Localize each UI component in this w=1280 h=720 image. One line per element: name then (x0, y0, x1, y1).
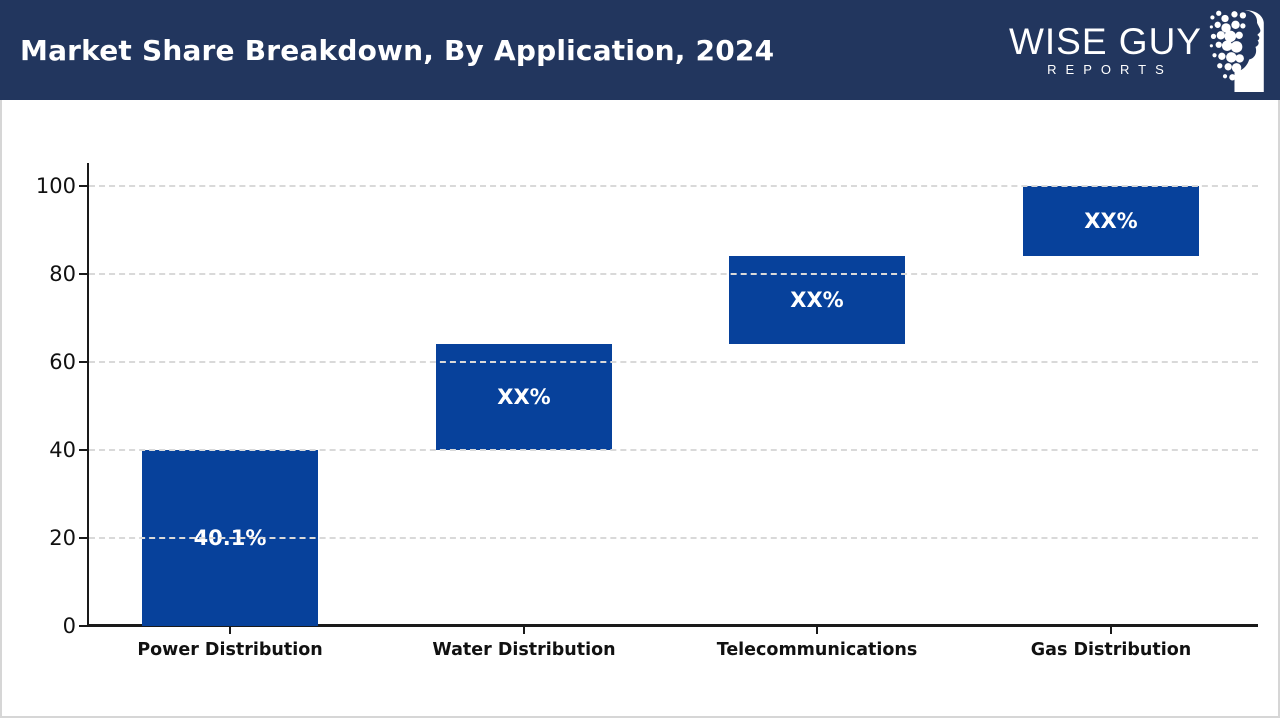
x-tick-mark-4 (1110, 627, 1112, 634)
x-tick-mark-3 (816, 627, 818, 634)
y-tick-mark-100 (79, 185, 88, 187)
y-tick-mark-60 (79, 361, 88, 363)
x-tick-label-2: Water Distribution (432, 640, 616, 660)
x-tick-label-1: Power Distribution (137, 640, 323, 660)
bar-value-label: XX% (1084, 209, 1138, 234)
y-tick-mark-20 (79, 537, 88, 539)
bar-value-label: XX% (497, 384, 551, 409)
x-tick-label-3: Telecommunications (716, 640, 918, 660)
wise-guy-reports-logo: WISE GUY REPORTS (1009, 6, 1266, 94)
gridline-100 (89, 185, 1258, 187)
header-bar: Market Share Breakdown, By Application, … (0, 0, 1280, 100)
bar-gas-distribution: XX% (1023, 186, 1199, 257)
x-tick-mark-1 (229, 627, 231, 634)
gridline-40 (89, 449, 1258, 451)
gridline-80 (89, 273, 1258, 275)
x-axis-line (87, 624, 1258, 627)
y-tick-label-40: 40 (49, 438, 76, 462)
gridline-20 (89, 537, 1258, 539)
x-tick-mark-2 (523, 627, 525, 634)
bar-value-label: XX% (790, 288, 844, 313)
bar-telecommunications: XX% (729, 256, 905, 345)
gridline-60 (89, 361, 1258, 363)
y-axis-line (87, 163, 89, 627)
logo-reports-text: REPORTS (1047, 62, 1173, 78)
y-tick-label-20: 20 (49, 526, 76, 550)
y-tick-mark-40 (79, 449, 88, 451)
chart-title: Market Share Breakdown, By Application, … (20, 33, 775, 67)
logo-dotted-face-icon (1204, 8, 1266, 92)
y-tick-mark-0 (79, 625, 88, 627)
x-tick-label-4: Gas Distribution (1030, 640, 1192, 660)
y-tick-label-60: 60 (49, 350, 76, 374)
y-tick-label-0: 0 (62, 614, 76, 638)
y-tick-mark-80 (79, 273, 88, 275)
y-tick-label-100: 100 (35, 174, 76, 198)
logo-wordmark: WISE GUY (1008, 20, 1202, 62)
y-tick-label-80: 80 (49, 262, 76, 286)
